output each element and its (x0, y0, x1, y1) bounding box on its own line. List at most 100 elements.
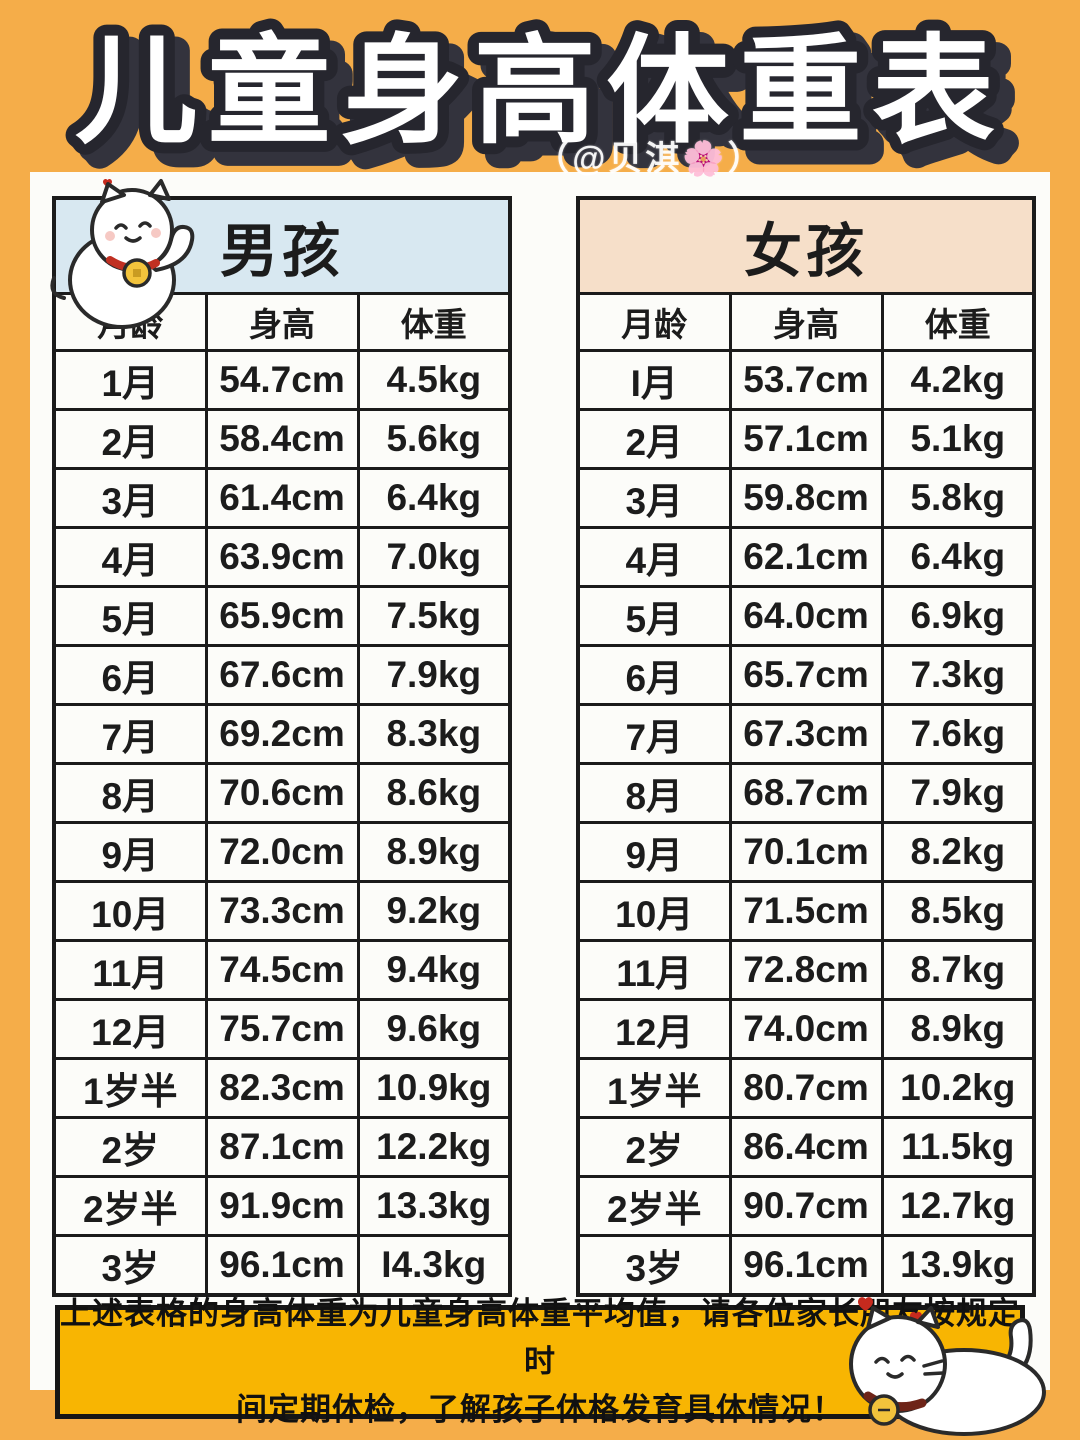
table-row: 4月 62.1cm 6.4kg (576, 526, 1036, 588)
table-cell: 5.1kg (880, 408, 1036, 470)
table-cell: 71.5cm (728, 880, 884, 942)
table-cell: 3岁 (52, 1234, 208, 1297)
table-cell: 9.2kg (356, 880, 512, 942)
table-cell: 82.3cm (204, 1057, 360, 1119)
table-cell: 6.4kg (356, 467, 512, 529)
table-cell: 74.5cm (204, 939, 360, 1001)
table-row: 11月 74.5cm 9.4kg (52, 939, 512, 1001)
boys-col-height: 身高 (204, 292, 360, 352)
table-cell: 13.9kg (880, 1234, 1036, 1297)
footer-note: 上述表格的身高体重为儿童身高体重平均值，请各位家长朋友按规定时 间定期体检，了解… (55, 1296, 1025, 1427)
table-row: 9月 70.1cm 8.2kg (576, 821, 1036, 883)
table-cell: 72.0cm (204, 821, 360, 883)
table-cell: 11月 (576, 939, 732, 1001)
table-row: 12月 74.0cm 8.9kg (576, 998, 1036, 1060)
table-cell: 1岁半 (52, 1057, 208, 1119)
lucky-cat-waving-icon (50, 178, 195, 329)
boys-table-body: 1月 54.7cm 4.5kg 2月 58.4cm 5.6kg 3月 61.4cm 6.4kg 4… (52, 349, 512, 1297)
table-row: 8月 70.6cm 8.6kg (52, 762, 512, 824)
table-cell: 86.4cm (728, 1116, 884, 1178)
table-row: 2月 58.4cm 5.6kg (52, 408, 512, 470)
table-cell: 8月 (52, 762, 208, 824)
table-cell: 70.1cm (728, 821, 884, 883)
table-cell: 8月 (576, 762, 732, 824)
footer-note-line2: 间定期体检，了解孩子体格发育具体情况！ (236, 1392, 844, 1428)
table-cell: 8.2kg (880, 821, 1036, 883)
table-cell: 11.5kg (880, 1116, 1036, 1178)
table-cell: 61.4cm (204, 467, 360, 529)
table-cell: 7.3kg (880, 644, 1036, 706)
table-cell: 64.0cm (728, 585, 884, 647)
table-row: 3岁 96.1cm I4.3kg (52, 1234, 512, 1297)
table-cell: 73.3cm (204, 880, 360, 942)
table-cell: 4月 (52, 526, 208, 588)
table-cell: 13.3kg (356, 1175, 512, 1237)
table-cell: 6.4kg (880, 526, 1036, 588)
table-cell: 75.7cm (204, 998, 360, 1060)
table-cell: 9.4kg (356, 939, 512, 1001)
table-cell: 10.2kg (880, 1057, 1036, 1119)
table-cell: 67.3cm (728, 703, 884, 765)
table-cell: 62.1cm (728, 526, 884, 588)
table-cell: 4月 (576, 526, 732, 588)
table-row: 2岁 86.4cm 11.5kg (576, 1116, 1036, 1178)
table-cell: 10.9kg (356, 1057, 512, 1119)
table-cell: 8.7kg (880, 939, 1036, 1001)
table-cell: 7月 (52, 703, 208, 765)
table-cell: 8.6kg (356, 762, 512, 824)
content-panel: 男孩 月龄 身高 体重 1月54.7cm4.5kg2月58.4cm5.6kg3月… (30, 172, 1050, 1427)
table-row: 10月 73.3cm 9.2kg (52, 880, 512, 942)
table-row: I月 53.7cm 4.2kg (576, 349, 1036, 411)
table-cell: 7.9kg (356, 644, 512, 706)
table-cell: 8.3kg (356, 703, 512, 765)
table-cell: 96.1cm (204, 1234, 360, 1297)
girls-table: 女孩 月龄 身高 体重 I月 53.7cm 4.2kg 2月 57.1cm 5.1kg 3月… (576, 196, 1036, 1297)
table-row: 1月 54.7cm 4.5kg (52, 349, 512, 411)
table-cell: 7.5kg (356, 585, 512, 647)
table-cell: 6月 (576, 644, 732, 706)
table-cell: 59.8cm (728, 467, 884, 529)
table-cell: 58.4cm (204, 408, 360, 470)
table-row: 3月 61.4cm 6.4kg (52, 467, 512, 529)
table-row: 9月 72.0cm 8.9kg (52, 821, 512, 883)
table-cell: 7.9kg (880, 762, 1036, 824)
table-cell: 87.1cm (204, 1116, 360, 1178)
table-cell: 96.1cm (728, 1234, 884, 1297)
table-cell: 70.6cm (204, 762, 360, 824)
table-row: 12月 75.7cm 9.6kg (52, 998, 512, 1060)
table-cell: 5月 (52, 585, 208, 647)
page-title-shadow: 儿童身高体重表 (89, 39, 1019, 171)
girls-table-title: 女孩 (576, 196, 1036, 295)
table-cell: 5.6kg (356, 408, 512, 470)
tables-row: 男孩 月龄 身高 体重 1月54.7cm4.5kg2月58.4cm5.6kg3月… (30, 172, 1050, 1297)
table-cell: 65.7cm (728, 644, 884, 706)
table-cell: 7.6kg (880, 703, 1036, 765)
table-cell: 9月 (52, 821, 208, 883)
table-cell: I4.3kg (356, 1234, 512, 1297)
table-cell: 6.9kg (880, 585, 1036, 647)
table-cell: 10月 (52, 880, 208, 942)
page-title-text: 儿童身高体重表 (75, 26, 1005, 158)
girls-col-age: 月龄 (576, 292, 732, 352)
table-row: 8月 68.7cm 7.9kg (576, 762, 1036, 824)
boys-col-weight: 体重 (356, 292, 512, 352)
table-cell: 2岁 (52, 1116, 208, 1178)
table-row: 11月 72.8cm 8.7kg (576, 939, 1036, 1001)
table-cell: 53.7cm (728, 349, 884, 411)
table-row: 2月 57.1cm 5.1kg (576, 408, 1036, 470)
table-row: 2岁 87.1cm 12.2kg (52, 1116, 512, 1178)
lucky-cat-lying-icon (849, 1297, 1046, 1436)
table-row: 1岁半 80.7cm 10.2kg (576, 1057, 1036, 1119)
table-cell: 3月 (52, 467, 208, 529)
table-cell: 10月 (576, 880, 732, 942)
table-row: 3月 59.8cm 5.8kg (576, 467, 1036, 529)
table-cell: 67.6cm (204, 644, 360, 706)
table-row: 6月 67.6cm 7.9kg (52, 644, 512, 706)
table-cell: 8.9kg (356, 821, 512, 883)
table-cell: 8.5kg (880, 880, 1036, 942)
table-row: 5月 64.0cm 6.9kg (576, 585, 1036, 647)
table-cell: 9月 (576, 821, 732, 883)
table-cell: 69.2cm (204, 703, 360, 765)
table-cell: 12月 (576, 998, 732, 1060)
table-cell: 57.1cm (728, 408, 884, 470)
